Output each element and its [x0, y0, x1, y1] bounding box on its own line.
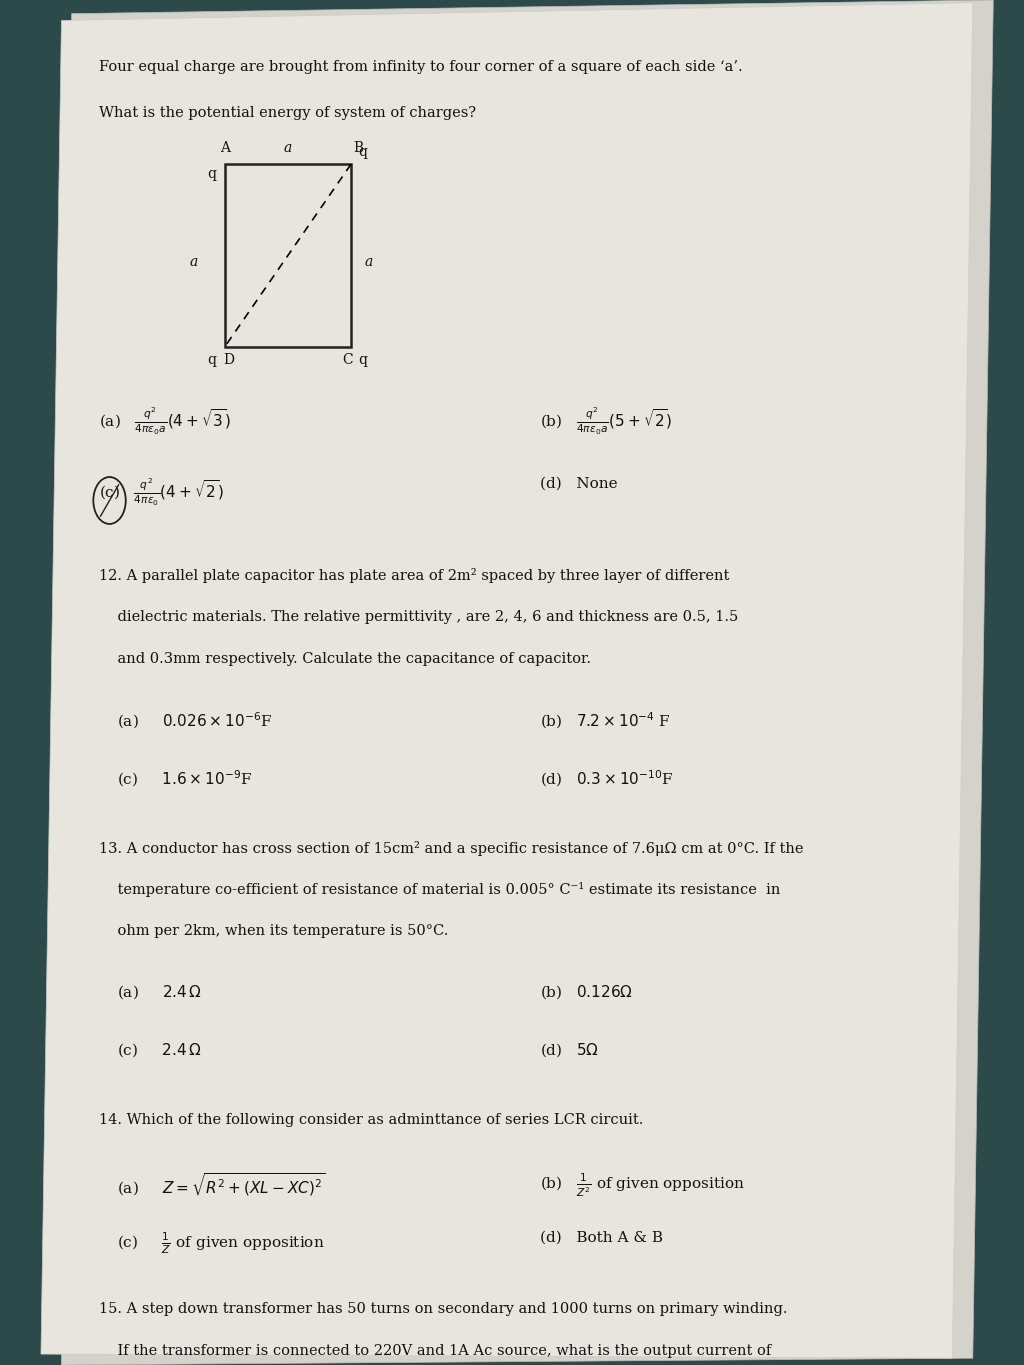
Text: (c)   $\frac{q^2}{4\pi\epsilon_0}(4+\sqrt{2})$: (c) $\frac{q^2}{4\pi\epsilon_0}(4+\sqrt{… — [98, 476, 223, 509]
Text: (c)     $1.6 \times 10^{-9}$F: (c) $1.6 \times 10^{-9}$F — [117, 768, 252, 789]
Text: B: B — [353, 141, 364, 154]
Text: a: a — [365, 255, 373, 269]
Text: A: A — [220, 141, 230, 154]
Text: temperature co-efficient of resistance of material is 0.005° C⁻¹ estimate its re: temperature co-efficient of resistance o… — [98, 882, 780, 897]
Text: Four equal charge are brought from infinity to four corner of a square of each s: Four equal charge are brought from infin… — [98, 60, 742, 74]
Polygon shape — [61, 0, 993, 1365]
Text: (a)     $2.4\,\Omega$: (a) $2.4\,\Omega$ — [117, 983, 202, 1001]
Text: D: D — [223, 354, 234, 367]
Text: (d)   None: (d) None — [541, 476, 617, 491]
Text: (c)     $\frac{1}{Z}$ of given opposition: (c) $\frac{1}{Z}$ of given opposition — [117, 1230, 325, 1256]
Text: q: q — [207, 354, 216, 367]
Text: (b)   $7.2 \times 10^{-4}$ F: (b) $7.2 \times 10^{-4}$ F — [541, 710, 671, 730]
Text: (a)     $Z = \sqrt{R^2 + (XL - XC)^2}$: (a) $Z = \sqrt{R^2 + (XL - XC)^2}$ — [117, 1171, 326, 1198]
Text: a: a — [284, 141, 292, 154]
Text: dielectric materials. The relative permittivity , are 2, 4, 6 and thickness are : dielectric materials. The relative permi… — [98, 610, 738, 624]
Bar — [225, 164, 351, 347]
Text: (d)   Both A & B: (d) Both A & B — [541, 1230, 664, 1245]
Text: 13. A conductor has cross section of 15cm² and a specific resistance of 7.6μΩ cm: 13. A conductor has cross section of 15c… — [98, 841, 803, 856]
Text: (c)     $2.4\,\Omega$: (c) $2.4\,\Omega$ — [117, 1041, 202, 1059]
Polygon shape — [41, 3, 973, 1358]
Text: (b)   $\frac{q^2}{4\pi\epsilon_0 a}(5+\sqrt{2})$: (b) $\frac{q^2}{4\pi\epsilon_0 a}(5+\sqr… — [541, 405, 673, 437]
Text: q: q — [358, 145, 368, 158]
Text: If the transformer is connected to 220V and 1A Ac source, what is the output cur: If the transformer is connected to 220V … — [98, 1345, 771, 1358]
Text: and 0.3mm respectively. Calculate the capacitance of capacitor.: and 0.3mm respectively. Calculate the ca… — [98, 651, 591, 666]
Text: (b)   $0.126\Omega$: (b) $0.126\Omega$ — [541, 983, 633, 1001]
Text: (a)   $\frac{q^2}{4\pi\epsilon_0 a}(4+\sqrt{3})$: (a) $\frac{q^2}{4\pi\epsilon_0 a}(4+\sqr… — [98, 405, 230, 437]
Text: a: a — [189, 255, 198, 269]
Text: ohm per 2km, when its temperature is 50°C.: ohm per 2km, when its temperature is 50°… — [98, 924, 449, 938]
Text: 12. A parallel plate capacitor has plate area of 2m² spaced by three layer of di: 12. A parallel plate capacitor has plate… — [98, 568, 729, 583]
Text: q: q — [358, 354, 368, 367]
Text: 14. Which of the following consider as adminttance of series LCR circuit.: 14. Which of the following consider as a… — [98, 1114, 643, 1127]
Text: q: q — [207, 167, 216, 180]
Text: (b)   $\frac{1}{Z^2}$ of given opposition: (b) $\frac{1}{Z^2}$ of given opposition — [541, 1171, 745, 1200]
Text: (a)     $0.026 \times 10^{-6}$F: (a) $0.026 \times 10^{-6}$F — [117, 710, 272, 730]
Text: 15. A step down transformer has 50 turns on secondary and 1000 turns on primary : 15. A step down transformer has 50 turns… — [98, 1302, 787, 1316]
Text: C: C — [342, 354, 352, 367]
Text: (d)   $0.3 \times 10^{-10}$F: (d) $0.3 \times 10^{-10}$F — [541, 768, 674, 789]
Text: (d)   $5\Omega$: (d) $5\Omega$ — [541, 1041, 599, 1059]
Text: What is the potential energy of system of charges?: What is the potential energy of system o… — [98, 105, 476, 120]
